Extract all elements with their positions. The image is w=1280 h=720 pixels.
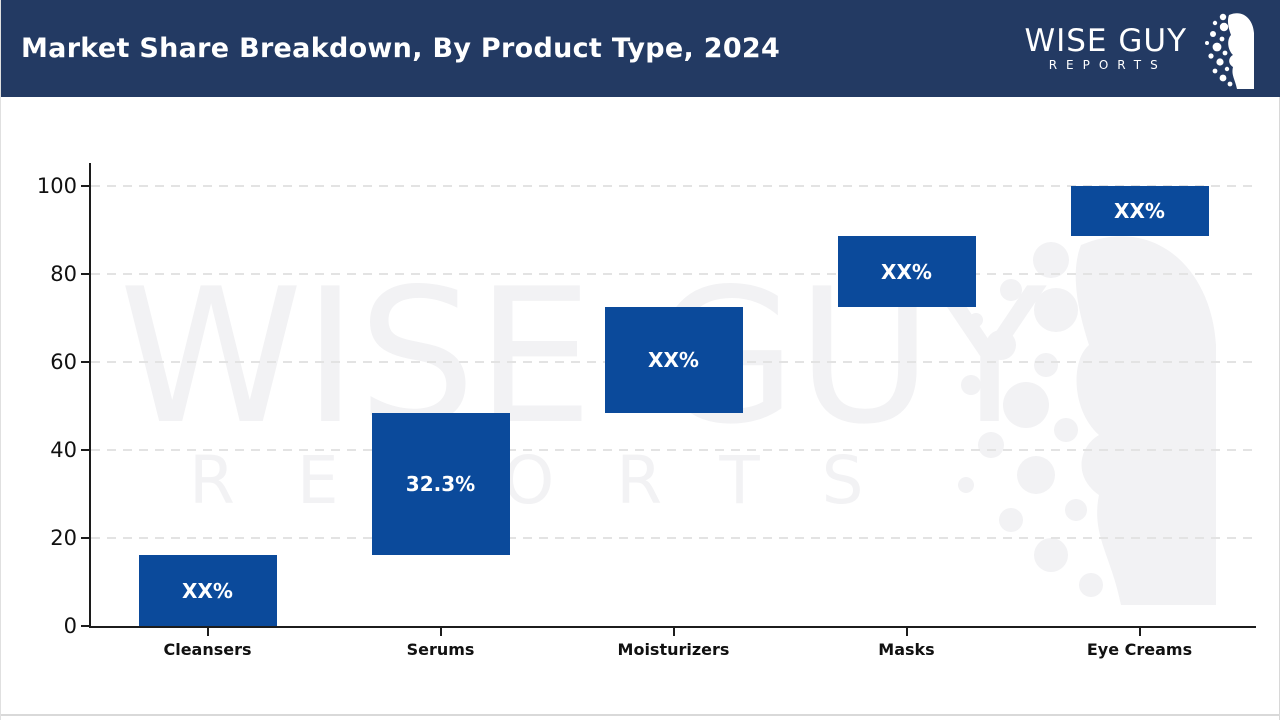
y-tick-mark — [81, 185, 89, 187]
bar-label: XX% — [1114, 199, 1165, 224]
bar: XX% — [1070, 186, 1209, 237]
x-tick-label: Cleansers — [163, 640, 252, 659]
x-tick-label: Serums — [406, 640, 475, 659]
x-tick-mark — [206, 628, 209, 636]
gridline — [91, 449, 1256, 451]
bar-label: XX% — [881, 259, 932, 284]
y-tick-mark — [81, 537, 89, 539]
x-axis-line — [89, 626, 1256, 628]
y-tick-label: 0 — [63, 614, 77, 638]
gridline — [91, 273, 1256, 275]
y-tick-mark — [81, 361, 89, 363]
page-title: Market Share Breakdown, By Product Type,… — [21, 33, 781, 64]
x-tick-mark — [439, 628, 442, 636]
y-tick-mark — [81, 449, 89, 451]
bar: XX% — [604, 307, 743, 414]
bar: XX% — [138, 555, 277, 626]
gridline — [91, 537, 1256, 539]
bar-label: XX% — [648, 348, 699, 373]
y-tick-label: 20 — [50, 526, 77, 550]
dotted-face-icon — [1205, 12, 1254, 89]
x-tick-label: Masks — [878, 640, 935, 659]
bar-label: XX% — [182, 578, 233, 603]
gridline — [91, 185, 1256, 187]
y-tick-mark — [81, 273, 89, 275]
wise-guy-logo: WISE GUY REPORTS — [1024, 9, 1255, 89]
y-tick-label: 80 — [50, 262, 77, 286]
x-tick-mark — [672, 628, 675, 636]
x-tick-label: Eye Creams — [1086, 640, 1193, 659]
y-tick-label: 100 — [36, 174, 77, 198]
header-bar: Market Share Breakdown, By Product Type,… — [1, 0, 1280, 97]
y-axis-line — [89, 163, 91, 628]
y-tick-mark — [81, 625, 89, 627]
x-tick-label: Moisturizers — [617, 640, 730, 659]
bar: 32.3% — [371, 413, 510, 556]
logo-subtitle: REPORTS — [1048, 57, 1167, 72]
x-tick-mark — [1138, 628, 1141, 636]
y-tick-label: 40 — [50, 438, 77, 462]
y-tick-label: 60 — [50, 350, 77, 374]
bar: XX% — [837, 236, 976, 307]
bar-label: 32.3% — [405, 472, 476, 497]
bottom-divider — [1, 714, 1280, 716]
logo-wordmark: WISE GUY — [1024, 23, 1187, 60]
x-tick-mark — [905, 628, 908, 636]
logo-text: WISE GUY REPORTS — [1024, 25, 1187, 72]
